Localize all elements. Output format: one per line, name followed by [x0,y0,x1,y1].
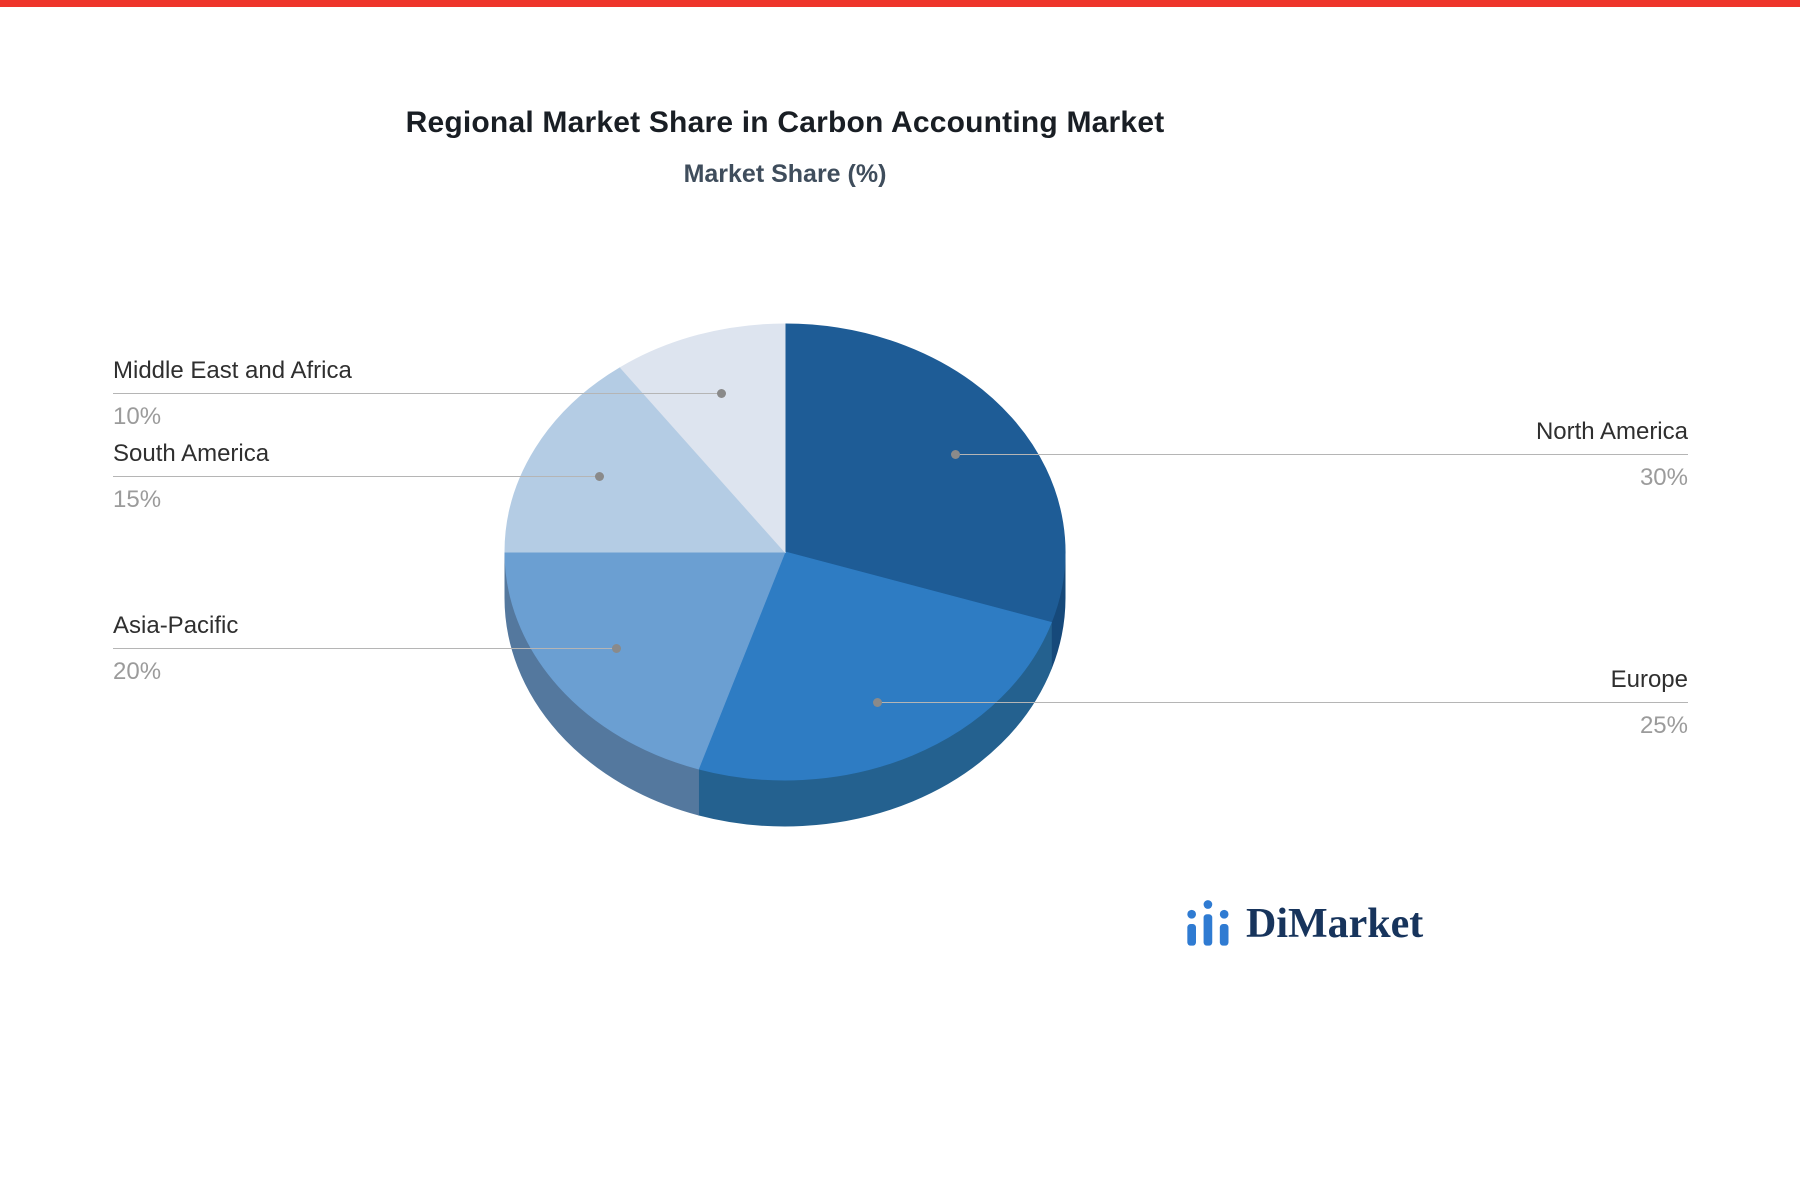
slice-label: South America [113,440,270,467]
chart-header: Regional Market Share in Carbon Accounti… [0,106,1570,189]
pie-slice-south-america [504,366,787,553]
slice-label: Europe [1610,666,1688,693]
slice-label: Middle East and Africa [113,357,352,384]
chart-title: Regional Market Share in Carbon Accounti… [405,106,1165,139]
slice-value: 10% [113,403,162,430]
callout-asia-pacific: Asia-Pacific 20% [113,611,621,686]
top-accent-bar [0,0,1800,7]
slice-label: Asia-Pacific [113,612,239,639]
leader-line [113,644,621,653]
leader-line [873,698,1688,707]
leader-line [113,389,726,398]
callout-europe: Europe 25% [873,665,1688,740]
leader-dot [595,472,604,481]
pie-slice-asia-pacific [504,551,786,770]
slice-label: North America [1535,418,1688,445]
brand-logo: DiMarket [1185,898,1423,950]
callout-north-america: North America 30% [951,417,1688,492]
bar-chart-logo-icon [1187,900,1229,946]
slice-value: 25% [1639,712,1688,739]
leader-dot [873,698,882,707]
leader-dot [612,644,621,653]
leader-line [951,450,1688,459]
callout-south-america: South America 15% [113,439,604,514]
pie-slice-europe [697,551,1052,781]
slice-value: 20% [113,658,162,685]
pie-slice-middle-east-and-africa [619,323,786,554]
brand-logo-text: DiMarket [1246,901,1424,947]
leader-dot [717,389,726,398]
leader-dot [951,450,960,459]
leader-line [113,472,604,481]
pie-slice-north-america [784,323,1066,624]
chart-subtitle: Market Share (%) [683,160,887,188]
slice-value: 30% [1639,464,1688,491]
slice-value: 15% [113,486,162,513]
callout-middle-east-and-africa: Middle East and Africa 10% [113,356,726,431]
